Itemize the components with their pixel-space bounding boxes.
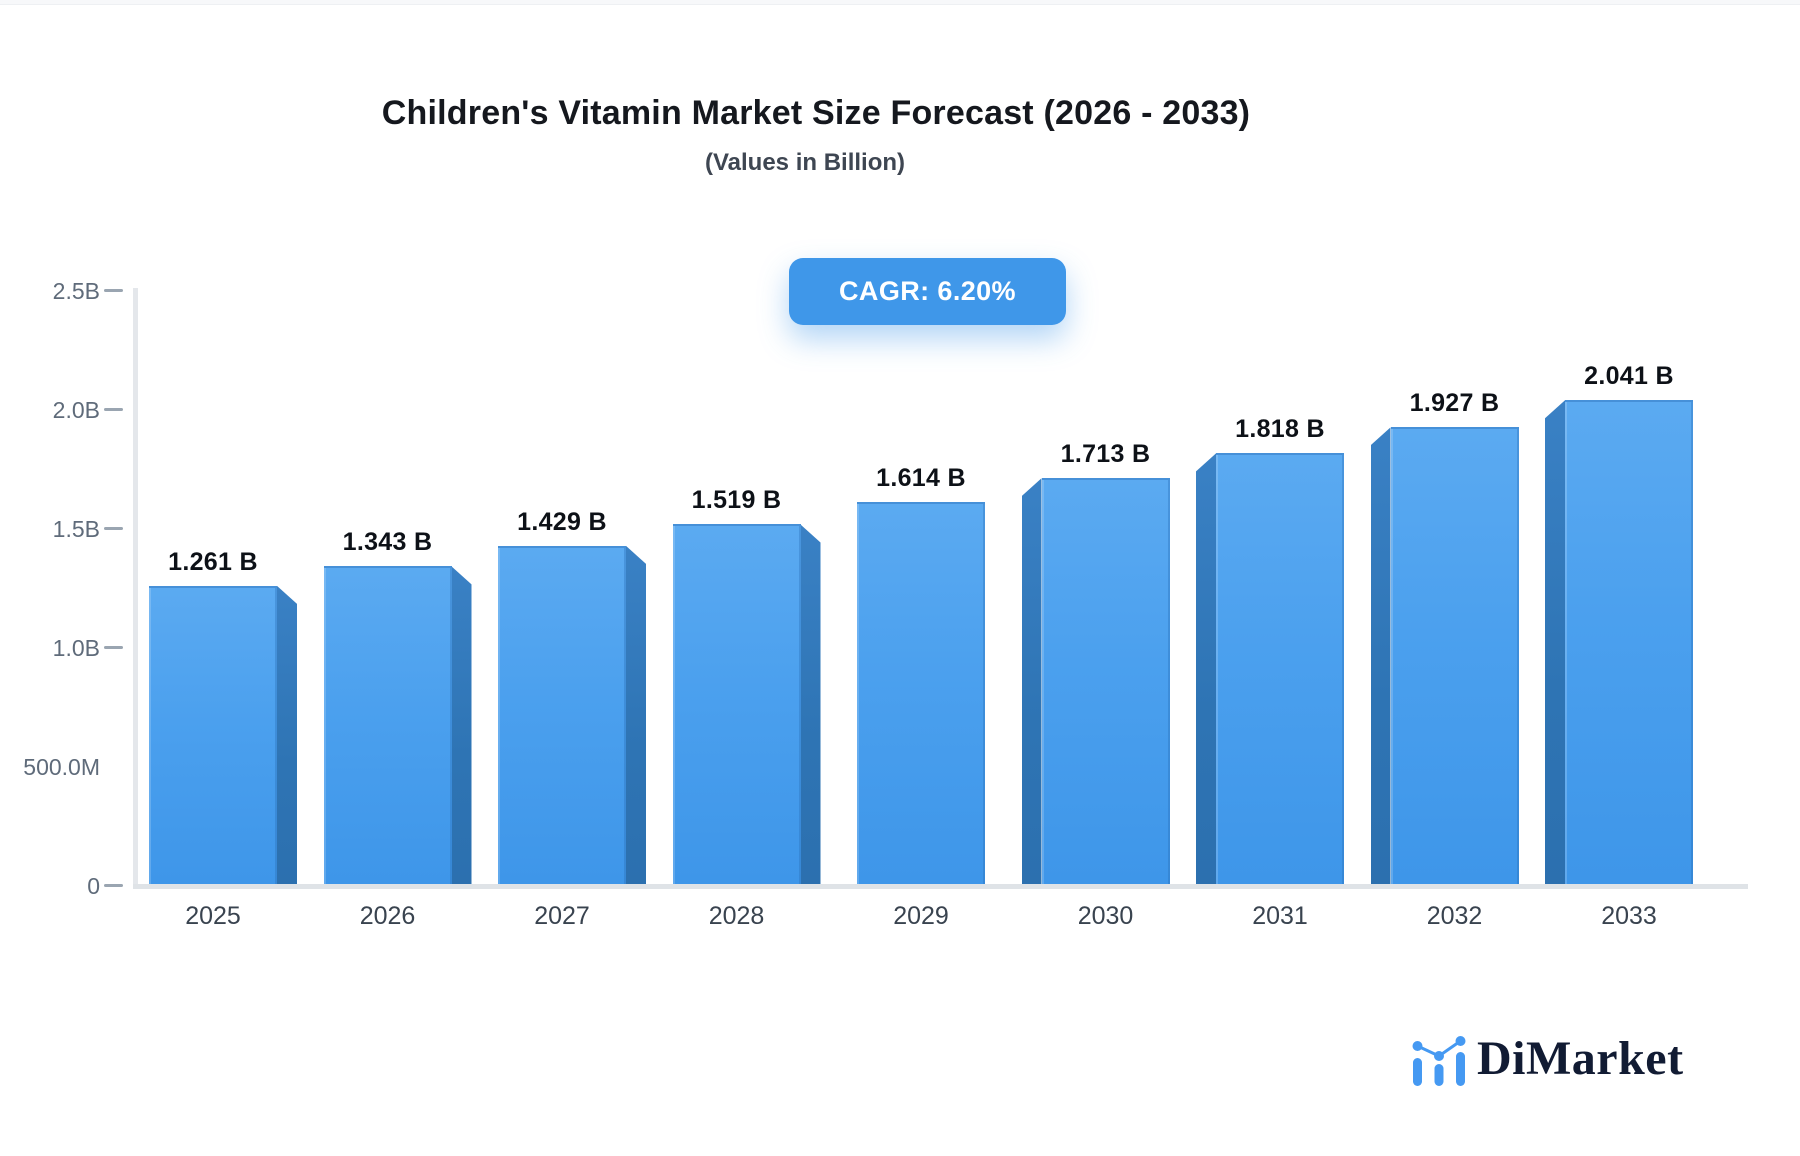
bar-2031 (1216, 453, 1344, 884)
chart-subtitle: (Values in Billion) (704, 149, 906, 176)
x-axis-label: 2030 (1077, 902, 1134, 930)
brand-name: DiMarket (1477, 1031, 1684, 1085)
bar-2027 (498, 545, 626, 884)
x-axis-label: 2031 (1252, 902, 1308, 930)
bar-side-panel (800, 524, 821, 884)
cagr-badge: CAGR: 6.20% (789, 258, 1066, 325)
bar-value-label: 1.261 B (168, 547, 258, 576)
y-tick-label: 2.0B (52, 397, 100, 423)
brand-logo: DiMarket (1411, 1026, 1684, 1090)
bar-value-label: 1.614 B (876, 463, 966, 492)
bar-2026 (323, 566, 452, 884)
bar-side-panel (626, 545, 646, 884)
bar-value-label: 1.519 B (691, 486, 782, 515)
bar-side-panel (1545, 400, 1565, 884)
bar-side-panel (277, 585, 297, 884)
bar-2028 (672, 524, 801, 884)
x-axis-label: 2025 (185, 902, 241, 930)
bar-value-label: 1.927 B (1409, 389, 1500, 418)
x-axis-label: 2033 (1601, 902, 1657, 930)
page-top-edge (0, 0, 1800, 5)
y-tick-label: 1.0B (52, 635, 100, 661)
bar-side-panel (451, 566, 472, 884)
x-axis-label: 2029 (893, 902, 949, 930)
bar-2033 (1565, 400, 1693, 884)
y-tick-mark (104, 289, 123, 292)
bar-side-panel (1370, 427, 1391, 884)
y-tick-label: 500.0M (23, 754, 100, 780)
x-axis-label: 2026 (359, 902, 416, 930)
bar-value-label: 1.429 B (517, 507, 607, 536)
bar-value-label: 1.818 B (1235, 415, 1325, 444)
y-tick-mark (104, 408, 123, 411)
y-tick-label: 1.5B (52, 516, 100, 542)
x-axis-label: 2028 (708, 902, 765, 930)
bar-value-label: 2.041 B (1584, 362, 1674, 391)
bar-value-label: 1.343 B (342, 528, 433, 557)
bar-side-panel (1021, 478, 1042, 884)
y-axis-line (133, 288, 138, 886)
x-axis-label: 2027 (534, 902, 590, 930)
y-tick-mark (104, 527, 123, 530)
y-tick-mark (104, 884, 123, 887)
bar-2032 (1390, 427, 1519, 884)
bar-2030 (1041, 478, 1170, 884)
y-tick-label: 2.5B (52, 278, 100, 304)
bar-value-label: 1.713 B (1060, 440, 1151, 469)
bar-side-panel (1196, 453, 1216, 884)
bar-2025 (149, 585, 277, 884)
y-tick-mark (104, 646, 123, 649)
chart-title: Children's Vitamin Market Size Forecast … (381, 94, 1251, 132)
y-tick-label: 0 (87, 873, 100, 899)
x-axis-line (133, 884, 1748, 889)
bar-chart-logo-icon (1412, 1036, 1466, 1086)
x-axis-label: 2032 (1426, 902, 1483, 930)
bar-2029 (857, 501, 985, 884)
